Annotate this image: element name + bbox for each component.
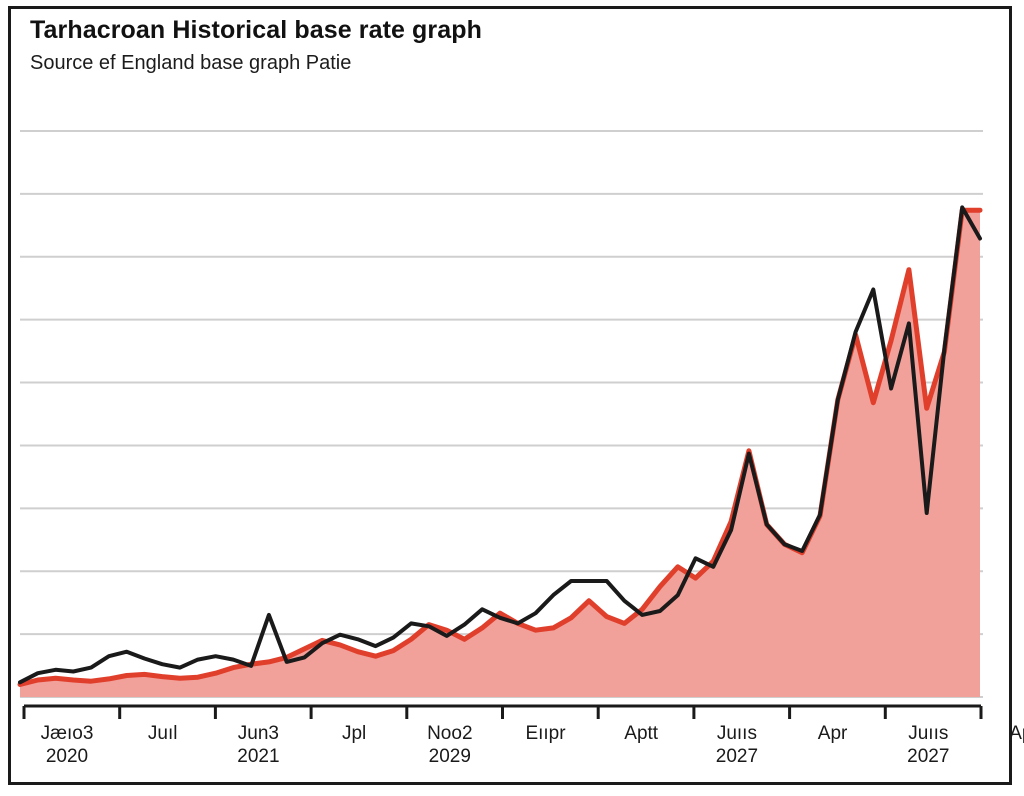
tick-label-line2: 2027 [907,746,950,768]
tick-label-line1: Juııs [908,723,949,744]
area-series-fill [20,210,980,697]
tick-label-line1: Juııs [716,723,757,744]
x-axis-tick-label: Eııpr [525,722,565,745]
chart-header: Tarhacroan Historical base rate graph So… [30,16,730,75]
tick-label-line2: 2027 [715,746,759,768]
tick-label-line2: 2020 [45,746,89,768]
x-axis-tick-label: Juıl [148,722,178,745]
tick-label-line1: Jpl [341,723,367,744]
tick-label-line1: Noo2 [427,723,473,744]
tick-label-line2: 2021 [237,746,280,768]
x-axis-tick-label: Jun3 2021 [237,722,279,768]
x-axis-tick-label: Juııs 2027 [907,722,949,768]
tick-label-line1: Juıl [147,723,178,744]
x-axis-tick-label: Aptt [624,722,658,745]
tick-label-line2: 2029 [428,746,471,768]
tick-label-line1: Aptt [624,723,659,744]
tick-label-line1: Jæıo3 [40,723,94,744]
x-axis-tick-label: Apr [818,722,848,745]
x-axis-tick-label: Jpl [342,722,366,745]
chart-title: Tarhacroan Historical base rate graph [30,16,483,44]
x-axis-group [22,704,983,719]
tick-label-line1: Apr [817,723,848,744]
tick-label-line1: Apr [1009,723,1024,744]
x-axis-tick-label: Jæıo3 2020 [41,722,94,768]
tick-label-line1: Eııpr [525,723,566,744]
x-axis-tick-label: Noo2 2029 [427,722,472,768]
x-axis-tick-label: Juııs 2027 [716,722,758,768]
comparison-series-line [18,205,982,685]
tick-label-line1: Jun3 [237,723,279,744]
x-axis-tick-label: Apr [1009,722,1024,745]
chart-subtitle: Source ef England base graph Patie [30,51,352,74]
